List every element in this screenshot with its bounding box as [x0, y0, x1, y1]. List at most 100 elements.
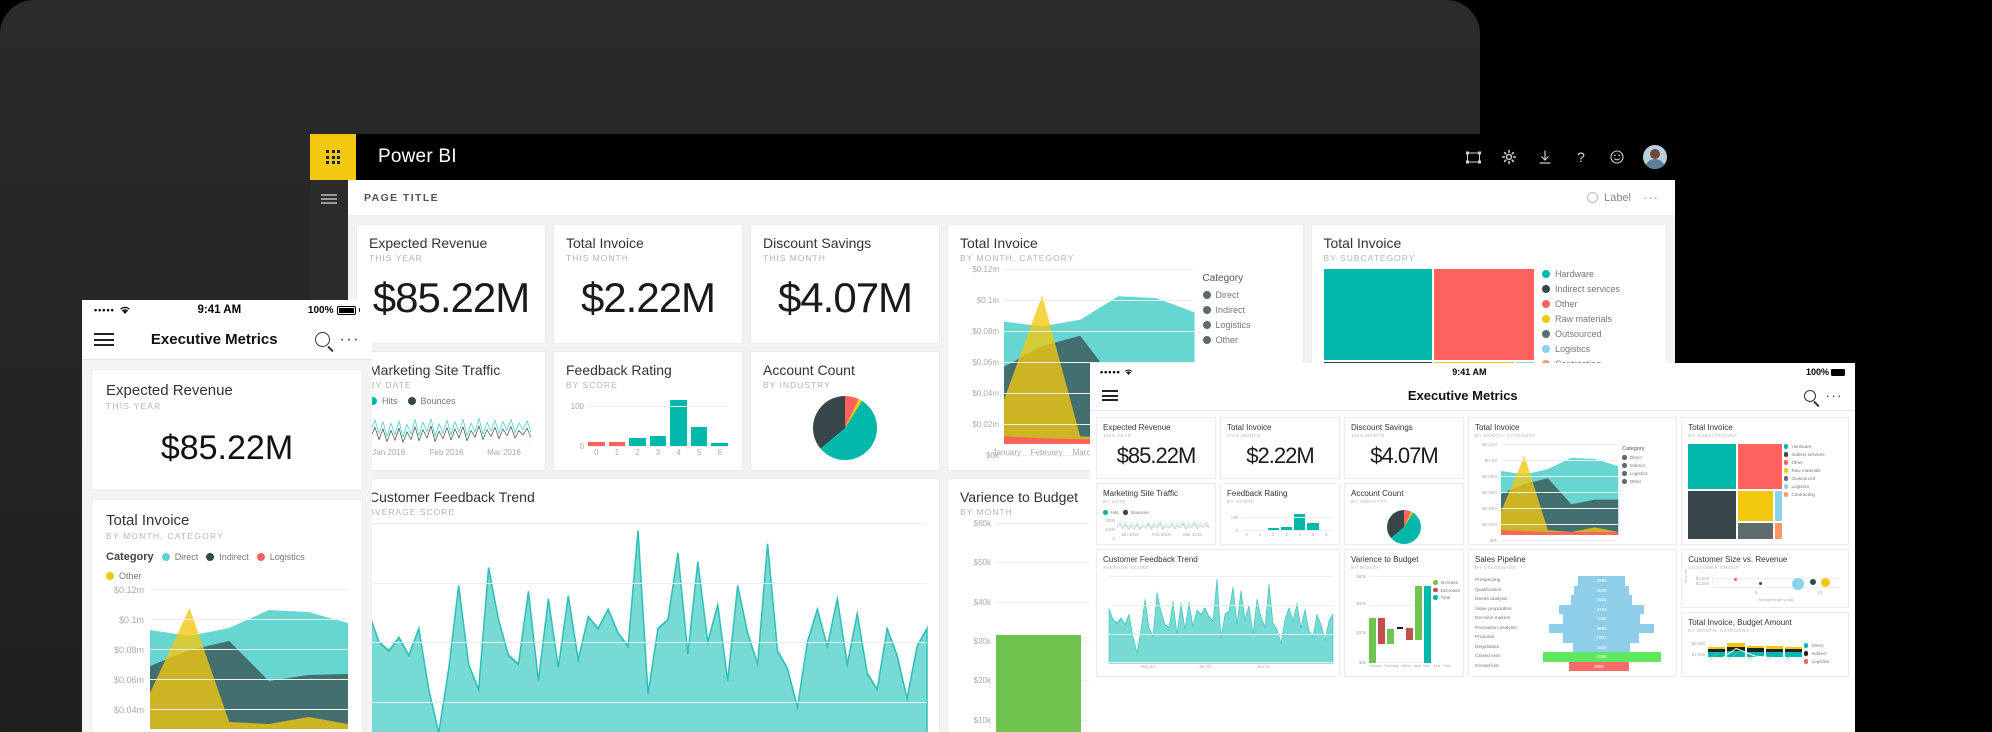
tile-total-invoice-budget-amount[interactable]: Total Invoice, Budget Amount BY MONTH, C…	[1682, 612, 1848, 677]
bar[interactable]	[608, 441, 626, 447]
legend-item[interactable]: Indirect	[1803, 651, 1827, 656]
app-launcher-icon[interactable]	[310, 134, 356, 180]
scatter-point[interactable]	[1809, 579, 1816, 586]
legend-item[interactable]: Other	[1783, 460, 1803, 465]
hamburger-icon[interactable]	[321, 194, 337, 204]
funnel-row[interactable]: Closed lost 1950	[1475, 661, 1670, 672]
tile-varience-to-budget[interactable]: Varience to Budget BY MONTH $60k $40k $2…	[1345, 550, 1463, 677]
legend-item[interactable]: Indirect services	[1542, 284, 1620, 294]
funnel-row[interactable]: Qualification 1800	[1475, 585, 1670, 596]
tile-total-invoice-month[interactable]: Total Invoice THIS MONTH $2.22M	[554, 225, 742, 343]
legend-item[interactable]: Hardware	[1542, 269, 1594, 279]
treemap-cell-contracting[interactable]	[1774, 522, 1782, 539]
legend-item[interactable]: Contracting	[1783, 492, 1815, 497]
legend-item[interactable]: Logistics	[1622, 471, 1648, 476]
tile-feedback-rating[interactable]: Feedback Rating BY SCORE 100 0	[554, 352, 742, 470]
legend-item[interactable]: Logistics	[256, 552, 305, 562]
waterfall-bar-february[interactable]	[1378, 576, 1385, 663]
bar[interactable]	[588, 441, 605, 447]
tile-marketing-site-traffic[interactable]: Marketing Site Traffic BY DATE Hits Boun…	[1097, 484, 1215, 544]
legend-item[interactable]: Hits	[369, 396, 398, 406]
waterfall-bar-january[interactable]	[1369, 576, 1376, 664]
legend-item[interactable]: Hardware	[1783, 444, 1811, 449]
legend-item[interactable]: Bounces	[407, 396, 456, 406]
tile-discount-savings[interactable]: Discount Savings THIS MONTH $4.07M	[751, 225, 939, 343]
funnel-row[interactable]: Decision makers 3250	[1475, 614, 1670, 624]
scatter-point[interactable]	[1733, 578, 1737, 582]
gear-icon[interactable]	[1491, 134, 1527, 180]
legend-item[interactable]: Direct	[161, 552, 198, 562]
tile-total-invoice-month[interactable]: Total Invoice THIS MONTH $2.22M	[1221, 418, 1339, 478]
legend-item[interactable]: Direct	[1202, 290, 1239, 300]
funnel-row[interactable]: Prospecting 1680	[1475, 576, 1670, 586]
search-icon[interactable]	[314, 332, 330, 347]
legend-item[interactable]: Direct	[1622, 455, 1642, 460]
funnel-row[interactable]: Negotiation 1840	[1475, 642, 1670, 653]
legend-item[interactable]: Indirect	[1202, 305, 1245, 315]
stacked-bar[interactable]	[1765, 646, 1783, 658]
funnel-row[interactable]: Proposal 3200	[1475, 633, 1670, 643]
hamburger-icon[interactable]	[1102, 390, 1122, 401]
tile-customer-size-vs-revenue[interactable]: Customer Size vs. Revenue CUSTOMER GROUP…	[1682, 550, 1848, 607]
help-icon[interactable]: ?	[1577, 149, 1585, 165]
bar[interactable]	[1280, 526, 1293, 531]
scatter-point[interactable]	[1791, 578, 1804, 591]
bar[interactable]	[1267, 527, 1279, 531]
legend-item[interactable]: Other	[1202, 335, 1238, 345]
waterfall-bar-june[interactable]	[1415, 576, 1422, 663]
bar[interactable]	[711, 442, 729, 447]
legend-item[interactable]: Outsourced	[1542, 329, 1602, 339]
legend-item[interactable]: Logistics	[1542, 344, 1590, 354]
tile-total-invoice-by-month-category[interactable]: Total Invoice BY MONTH, CATEGORY $0.12m …	[1469, 418, 1677, 544]
legend-item[interactable]: Bounces	[1123, 510, 1149, 515]
legend-item[interactable]: Other	[1542, 299, 1578, 309]
more-options-icon[interactable]: ···	[1643, 190, 1659, 205]
card-expected-revenue[interactable]: Expected Revenue THIS YEAR $85.22M	[92, 370, 362, 490]
legend-item[interactable]: Other	[1622, 479, 1641, 484]
treemap-cell-logistics[interactable]	[1774, 490, 1782, 522]
treemap-cell-hardware[interactable]	[1688, 444, 1737, 490]
legend-item[interactable]: Raw materials	[1542, 314, 1612, 324]
tile-discount-savings[interactable]: Discount Savings THIS MONTH $4.07M	[1345, 418, 1463, 478]
legend-item[interactable]: Direct	[1803, 643, 1823, 648]
stacked-bar[interactable]	[1784, 646, 1802, 658]
search-icon[interactable]	[1803, 389, 1816, 402]
tile-sales-pipeline[interactable]: Sales Pipeline BY STAGENAME Prospecting 1…	[1469, 550, 1677, 677]
waterfall-bar-january[interactable]	[996, 523, 1081, 732]
pie-slices[interactable]	[1387, 510, 1421, 544]
tile-expected-revenue[interactable]: Expected Revenue THIS YEAR $85.22M	[357, 225, 545, 343]
tile-account-count[interactable]: Account Count BY INDUSTRY	[1345, 484, 1463, 544]
pie-slices[interactable]	[813, 396, 877, 461]
waterfall-bar-march[interactable]	[1387, 576, 1395, 663]
label-toggle[interactable]: Label	[1587, 192, 1631, 204]
legend-item[interactable]: Logistics	[1783, 484, 1809, 489]
legend-item[interactable]: Increase	[1433, 580, 1458, 585]
tile-account-count[interactable]: Account Count BY INDUSTRY	[751, 352, 939, 470]
treemap-cell-other[interactable]	[1433, 269, 1534, 361]
treemap-cell-outsourced[interactable]	[1737, 522, 1774, 539]
stacked-bar[interactable]	[1746, 645, 1764, 658]
funnel-row[interactable]: Perception analysis 4680	[1475, 623, 1670, 634]
legend-item[interactable]: Raw materials	[1783, 468, 1821, 473]
scatter-point[interactable]	[1820, 577, 1830, 587]
bar[interactable]	[1294, 513, 1306, 531]
phone-content[interactable]: Expected Revenue THIS YEAR $85.22M Total…	[82, 360, 372, 732]
fullscreen-icon[interactable]	[1455, 134, 1491, 180]
tile-expected-revenue[interactable]: Expected Revenue THIS YEAR $85.22M	[1097, 418, 1215, 478]
tile-feedback-rating[interactable]: Feedback Rating BY SCORE 100 0	[1221, 484, 1339, 544]
legend-item[interactable]: Logistics	[1202, 320, 1251, 330]
bar[interactable]	[690, 426, 708, 447]
funnel-row[interactable]: Needs analysis 1920	[1475, 595, 1670, 605]
legend-item[interactable]: Other	[106, 571, 142, 581]
avatar[interactable]	[1643, 145, 1667, 169]
tile-total-invoice-by-subcategory[interactable]: Total Invoice BY SUBCATEGORY Har	[1682, 418, 1848, 544]
legend-item[interactable]: Hits	[1103, 510, 1118, 515]
legend-item[interactable]: Logistics	[1803, 659, 1829, 664]
treemap-cell-other[interactable]	[1737, 444, 1782, 490]
legend-item[interactable]: Outsourced	[1783, 476, 1815, 481]
waterfall-bar-april[interactable]	[1396, 576, 1404, 663]
legend-item[interactable]: Indirect services	[1783, 452, 1825, 457]
legend-item[interactable]: Indirect	[206, 552, 249, 562]
waterfall-bar-may[interactable]	[1405, 576, 1413, 663]
tile-customer-feedback-trend[interactable]: Customer Feedback Trend AVERAGE SCORE Ma…	[1097, 550, 1339, 677]
